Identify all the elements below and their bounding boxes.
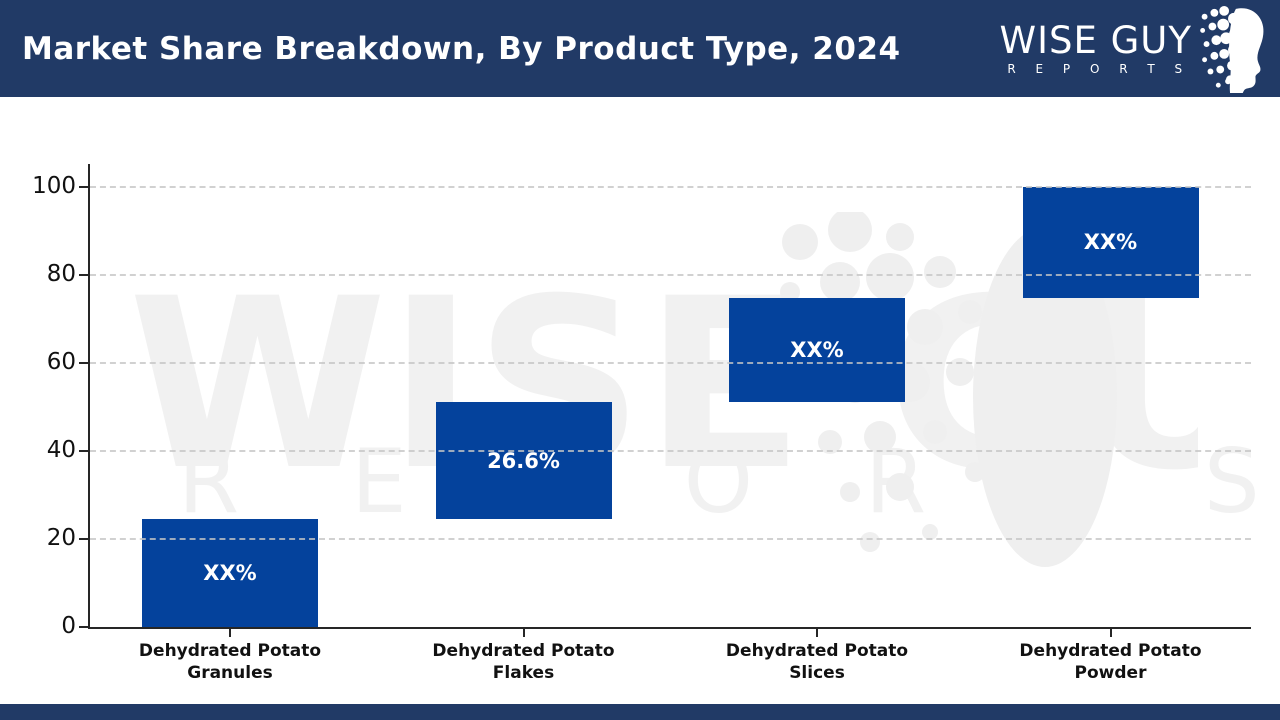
- y-tick-label: 100: [32, 173, 76, 199]
- y-tick-mark: [79, 274, 89, 276]
- gridline: [90, 538, 1251, 540]
- header-bar: Market Share Breakdown, By Product Type,…: [0, 0, 1280, 97]
- gridline: [90, 186, 1251, 188]
- bar-value-label: XX%: [1083, 230, 1138, 255]
- x-tick-mark: [1109, 629, 1112, 637]
- gridline: [90, 362, 1251, 364]
- logo: WISE GUY R E P O R T S: [1000, 5, 1280, 93]
- y-tick-label: 20: [46, 525, 76, 551]
- bar-value-label: XX%: [203, 561, 257, 586]
- y-tick-label: 0: [61, 613, 76, 639]
- x-category-label: Dehydrated Potato Granules: [138, 641, 322, 683]
- y-tick-mark: [79, 362, 89, 364]
- bar: XX%: [729, 297, 905, 403]
- x-category-label: Dehydrated Potato Slices: [725, 641, 909, 683]
- y-tick-label: 40: [46, 437, 76, 463]
- footer-bar: [0, 704, 1280, 720]
- x-tick-mark: [816, 629, 818, 637]
- x-tick-mark: [229, 629, 231, 637]
- bar-value-label: 26.6%: [487, 448, 560, 473]
- logo-wordmark-line1: WISE GUY: [999, 18, 1192, 62]
- bar: XX%: [1022, 187, 1199, 298]
- x-category-label: Dehydrated Potato Powder: [1019, 641, 1202, 683]
- y-tick-mark: [79, 186, 89, 188]
- y-tick-mark: [79, 538, 89, 540]
- bar: 26.6%: [435, 402, 612, 520]
- wiseguy-head-icon: [1200, 5, 1264, 93]
- bar: XX%: [142, 519, 318, 627]
- logo-wordmark-line2: R E P O R T S: [1007, 61, 1191, 76]
- x-axis-line: [88, 627, 1251, 629]
- bar-value-label: XX%: [790, 338, 844, 362]
- y-axis-line: [88, 164, 90, 629]
- x-category-label: Dehydrated Potato Flakes: [432, 641, 615, 683]
- y-tick-label: 60: [46, 349, 76, 375]
- logo-wordmark: WISE GUY R E P O R T S: [1000, 22, 1192, 76]
- y-tick-mark: [79, 626, 89, 628]
- gridline: [90, 450, 1251, 452]
- gridline: [90, 274, 1251, 276]
- page-title: Market Share Breakdown, By Product Type,…: [22, 30, 901, 67]
- x-tick-mark: [522, 629, 525, 637]
- y-tick-mark: [79, 450, 89, 452]
- y-tick-label: 80: [46, 261, 76, 287]
